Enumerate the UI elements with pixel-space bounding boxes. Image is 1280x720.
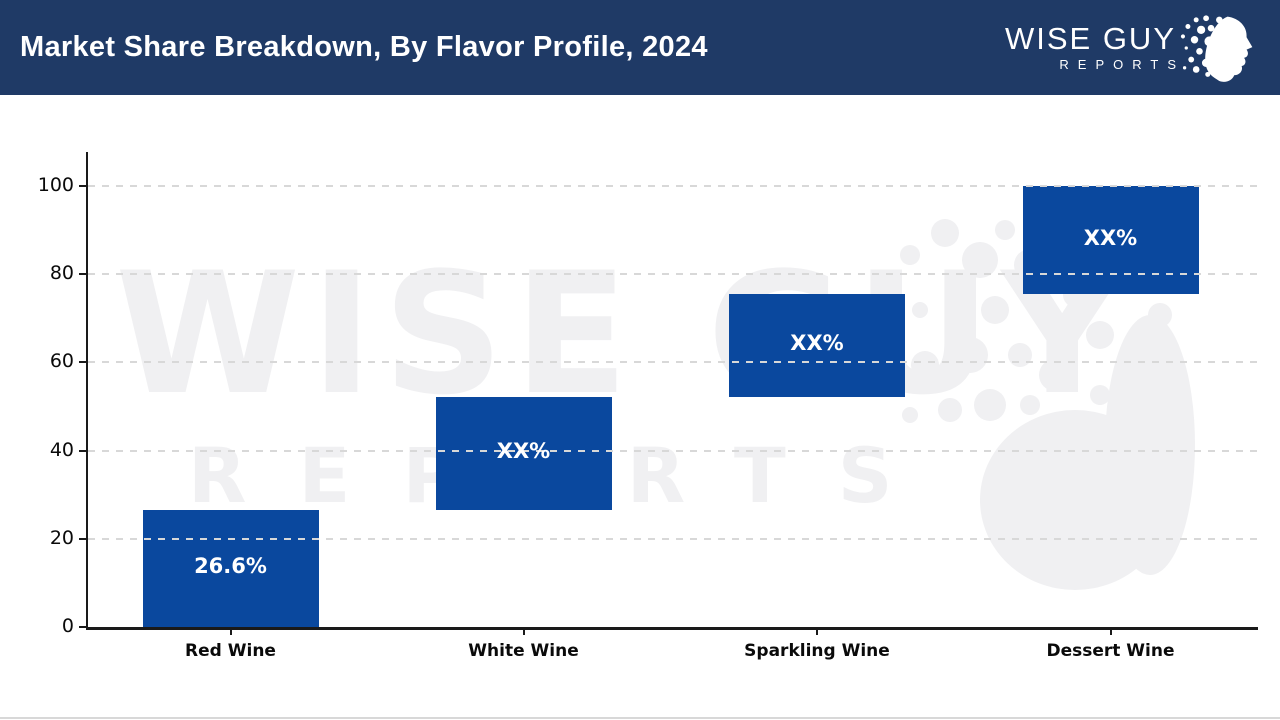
y-tick-mark: [79, 626, 88, 628]
wise-guy-logo: WISE GUY REPORTS: [1005, 8, 1254, 88]
y-tick-label-80: 80: [49, 262, 74, 285]
y-tick-mark: [79, 185, 88, 187]
x-tick-label-sparkling-wine: Sparkling Wine: [744, 641, 890, 661]
gridline-80: [88, 273, 1258, 276]
y-tick-label-40: 40: [49, 438, 74, 461]
logo-subtitle: REPORTS: [1059, 57, 1185, 72]
y-tick-mark: [79, 449, 88, 452]
y-tick-mark: [79, 537, 88, 540]
bar-red-wine: [142, 509, 319, 627]
page-title: Market Share Breakdown, By Flavor Profil…: [20, 31, 708, 63]
x-tick-mark: [522, 627, 525, 635]
watermark-wordmark: WISE GUY: [115, 236, 1134, 432]
x-tick-label-white-wine: White Wine: [468, 641, 579, 661]
bar-value-label: XX%: [1083, 226, 1138, 251]
y-axis: [86, 152, 88, 629]
bar-value-label: XX%: [790, 331, 844, 356]
y-tick-label-20: 20: [49, 526, 74, 549]
gridline-20: [88, 537, 1258, 540]
bar-value-label: 26.6%: [194, 554, 267, 579]
x-axis: [86, 627, 1258, 630]
gridline-40: [88, 449, 1258, 452]
bar-white-wine: [435, 396, 612, 510]
face-profile-icon: [1180, 14, 1253, 82]
watermark-dots-face: [900, 219, 1195, 590]
y-tick-mark: [79, 273, 88, 276]
logo-wordmark: WISE GUY: [1004, 21, 1176, 56]
x-tick-label-red-wine: Red Wine: [185, 641, 276, 661]
y-tick-label-100: 100: [37, 174, 74, 196]
x-tick-label-dessert-wine: Dessert Wine: [1046, 641, 1175, 661]
y-tick-mark: [79, 361, 88, 364]
x-tick-mark: [816, 627, 818, 635]
y-tick-label-0: 0: [61, 615, 74, 637]
y-tick-label-60: 60: [49, 350, 74, 373]
gridline-60: [88, 361, 1258, 364]
gridline-100: [88, 185, 1258, 187]
header-bar: Market Share Breakdown, By Flavor Profil…: [0, 0, 1280, 95]
bar-sparkling-wine: [729, 294, 905, 397]
x-tick-mark: [229, 627, 232, 635]
bar-dessert-wine: [1022, 186, 1199, 295]
bar-value-label: XX%: [496, 439, 551, 464]
bottom-divider: [0, 717, 1280, 719]
logo-text: WISE GUY REPORTS: [1005, 23, 1176, 72]
x-tick-mark: [1109, 627, 1112, 635]
